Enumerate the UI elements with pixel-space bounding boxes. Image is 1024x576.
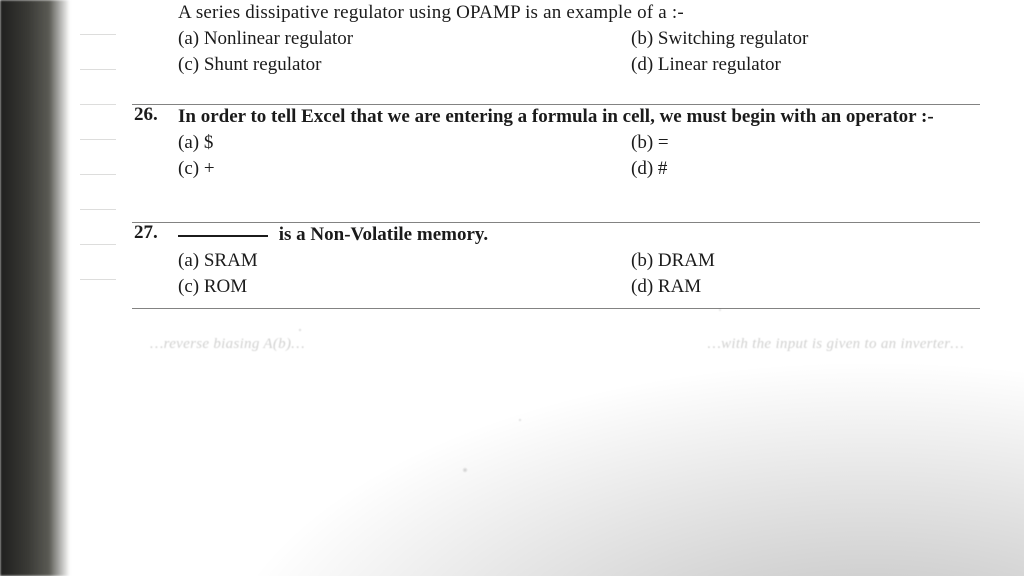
option-25-a: (a) Nonlinear regulator <box>178 28 561 50</box>
option-27-c: (c) ROM <box>178 276 561 298</box>
ghost-right: …with the input is given to an inverter… <box>707 330 964 359</box>
option-26-c: (c) + <box>178 158 561 180</box>
option-26-b: (b) = <box>601 132 984 154</box>
option-25-b: (b) Switching regulator <box>601 28 984 50</box>
question-26: 26. In order to tell Excel that we are e… <box>178 104 984 180</box>
option-26-d: (d) # <box>601 158 984 180</box>
question-26-number: 26. <box>134 104 158 126</box>
question-27-options: (a) SRAM (b) DRAM (c) ROM (d) RAM <box>178 250 984 298</box>
ghost-left: …reverse biasing A(b)… <box>150 330 305 359</box>
exam-page: A series dissipative regulator using OPA… <box>0 0 1024 576</box>
fill-in-blank <box>178 235 268 237</box>
option-27-a: (a) SRAM <box>178 250 561 272</box>
show-through-text: …reverse biasing A(b)… …with the input i… <box>150 330 964 359</box>
question-26-stem: In order to tell Excel that we are enter… <box>178 104 984 130</box>
option-26-a: (a) $ <box>178 132 561 154</box>
question-27-number: 27. <box>134 222 158 244</box>
question-25: A series dissipative regulator using OPA… <box>178 0 984 76</box>
option-25-c: (c) Shunt regulator <box>178 54 561 76</box>
question-25-stem: A series dissipative regulator using OPA… <box>178 0 984 26</box>
question-27-stem: is a Non-Volatile memory. <box>178 222 984 248</box>
question-25-options: (a) Nonlinear regulator (b) Switching re… <box>178 28 984 76</box>
option-27-d: (d) RAM <box>601 276 984 298</box>
option-25-d: (d) Linear regulator <box>601 54 984 76</box>
question-26-options: (a) $ (b) = (c) + (d) # <box>178 132 984 180</box>
question-27-stem-text: is a Non-Volatile memory. <box>279 224 488 245</box>
question-27: 27. is a Non-Volatile memory. (a) SRAM (… <box>178 222 984 298</box>
option-27-b: (b) DRAM <box>601 250 984 272</box>
divider-after-27 <box>132 308 980 309</box>
question-25-lead-in: A series dissipative regulator using OPA… <box>178 2 684 23</box>
